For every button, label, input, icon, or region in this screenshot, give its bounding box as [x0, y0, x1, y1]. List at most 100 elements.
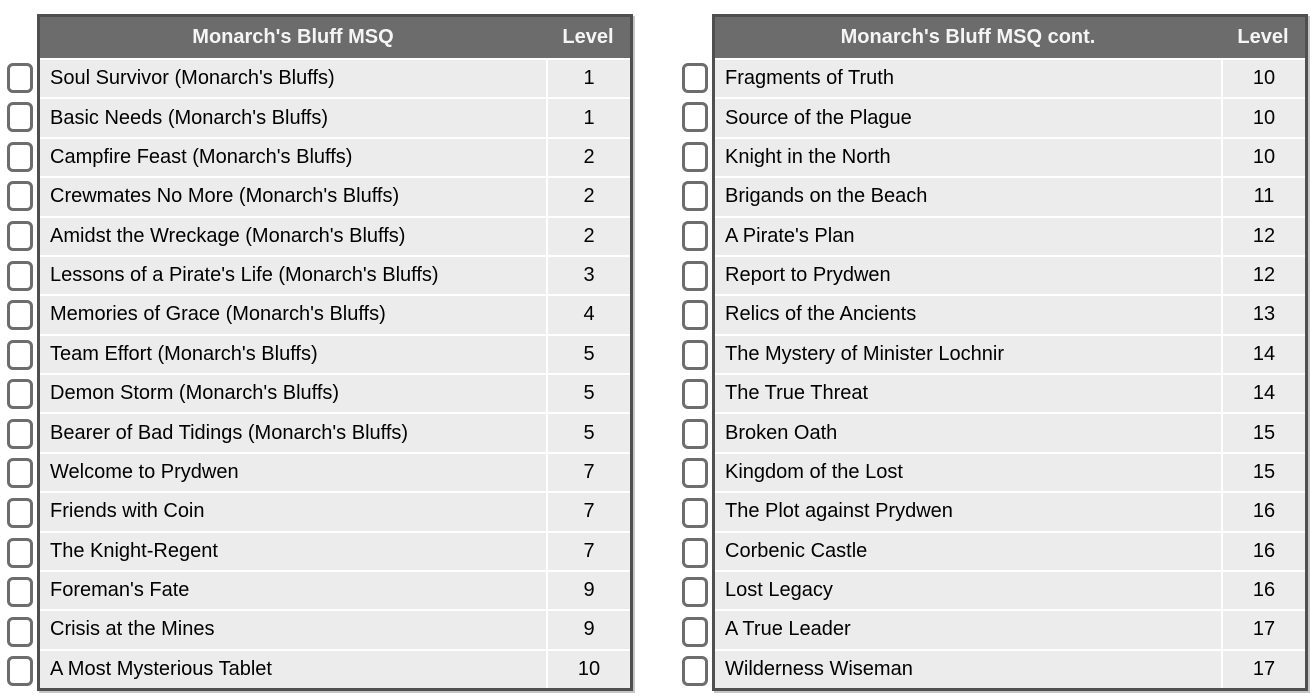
quest-checkbox[interactable]	[682, 418, 708, 449]
quest-checkbox[interactable]	[682, 102, 708, 133]
quest-name: Foreman's Fate	[50, 579, 190, 602]
quest-checkbox[interactable]	[7, 418, 33, 449]
quest-level: 4	[546, 296, 630, 334]
quest-checkbox[interactable]	[682, 339, 708, 370]
quest-checkbox[interactable]	[682, 537, 708, 568]
checkbox-slot	[7, 651, 33, 691]
level-column-header: Level	[562, 26, 614, 48]
quest-name: Amidst the Wreckage (Monarch's Bluffs)	[50, 224, 406, 247]
checkbox-slot	[7, 414, 33, 454]
quest-level: 17	[1221, 650, 1305, 688]
quest-row: Wilderness Wiseman 17	[715, 648, 1305, 688]
quest-level: 14	[1221, 375, 1305, 413]
quest-checkbox[interactable]	[7, 458, 33, 489]
quest-level: 9	[546, 571, 630, 610]
quest-row: Kingdom of the Lost 15	[715, 451, 1305, 492]
checkbox-slot	[682, 572, 708, 612]
quest-level: 17	[1221, 611, 1305, 649]
checkbox-slot	[682, 256, 708, 296]
quest-name: A Most Mysterious Tablet	[50, 657, 272, 680]
quest-checkbox[interactable]	[7, 656, 33, 687]
quest-row: Relics of the Ancients 13	[715, 294, 1305, 334]
quest-checkbox[interactable]	[682, 577, 708, 608]
quest-checkbox[interactable]	[682, 379, 708, 410]
quest-checkbox[interactable]	[682, 616, 708, 647]
quest-name: The Mystery of Minister Lochnir	[725, 342, 1004, 365]
quest-row: Demon Storm (Monarch's Bluffs) 5	[40, 373, 630, 413]
quest-checkbox[interactable]	[7, 141, 33, 172]
quest-name: The Knight-Regent	[50, 539, 218, 562]
quest-row: Report to Prydwen 12	[715, 254, 1305, 295]
quest-checkbox[interactable]	[7, 577, 33, 608]
msq-checklist-panel-1: Monarch's Bluff MSQ Level Soul Survivor …	[7, 14, 633, 691]
checkbox-slot	[7, 295, 33, 335]
quest-checkbox[interactable]	[7, 181, 33, 212]
quest-checkbox[interactable]	[682, 458, 708, 489]
quest-level: 12	[1221, 217, 1305, 255]
checkbox-slot	[682, 454, 708, 494]
quest-level: 15	[1221, 414, 1305, 452]
quest-name: The Plot against Prydwen	[725, 500, 953, 523]
quest-row: A True Leader 17	[715, 609, 1305, 649]
quest-name: Soul Survivor (Monarch's Bluffs)	[50, 67, 335, 90]
quest-name: Bearer of Bad Tidings (Monarch's Bluffs)	[50, 421, 409, 444]
quest-checkbox[interactable]	[7, 300, 33, 331]
checkbox-slot	[7, 493, 33, 533]
quest-name: Brigands on the Beach	[725, 185, 928, 208]
quest-name: Demon Storm (Monarch's Bluffs)	[50, 382, 340, 405]
quest-level: 16	[1221, 571, 1305, 610]
quest-checkbox[interactable]	[7, 537, 33, 568]
quest-checkbox[interactable]	[682, 656, 708, 687]
quest-checkbox[interactable]	[682, 62, 708, 93]
checkbox-column	[682, 14, 708, 691]
quest-checkbox[interactable]	[7, 379, 33, 410]
quest-level: 14	[1221, 335, 1305, 373]
quest-checkbox[interactable]	[7, 339, 33, 370]
quest-checkbox[interactable]	[682, 141, 708, 172]
quest-level: 13	[1221, 296, 1305, 334]
quest-name: Campfire Feast (Monarch's Bluffs)	[50, 145, 353, 168]
quest-name: A True Leader	[725, 618, 851, 641]
quest-name: Fragments of Truth	[725, 67, 894, 90]
quest-checkbox[interactable]	[7, 260, 33, 291]
quest-level: 10	[1221, 60, 1305, 98]
quest-name: Report to Prydwen	[725, 264, 891, 287]
quest-row: The Plot against Prydwen 16	[715, 491, 1305, 531]
quest-row: Campfire Feast (Monarch's Bluffs) 2	[40, 136, 630, 177]
quest-checkbox[interactable]	[682, 497, 708, 528]
checkbox-slot	[682, 98, 708, 138]
quest-name: Team Effort (Monarch's Bluffs)	[50, 342, 318, 365]
table-header-row: Monarch's Bluff MSQ cont. Level	[715, 17, 1305, 58]
quest-table: Monarch's Bluff MSQ Level Soul Survivor …	[37, 14, 633, 691]
quest-level: 5	[546, 335, 630, 373]
quest-checkbox[interactable]	[7, 102, 33, 133]
quest-level: 12	[1221, 256, 1305, 295]
checkbox-column	[7, 14, 33, 691]
quest-row: Soul Survivor (Monarch's Bluffs) 1	[40, 58, 630, 98]
checkbox-slot	[682, 493, 708, 533]
quest-row: Lost Legacy 16	[715, 569, 1305, 610]
quest-row: Brigands on the Beach 11	[715, 176, 1305, 216]
quest-level: 2	[546, 217, 630, 255]
quest-level: 2	[546, 178, 630, 216]
quest-checkbox[interactable]	[7, 497, 33, 528]
quest-level: 2	[546, 138, 630, 177]
quest-row: Crewmates No More (Monarch's Bluffs) 2	[40, 176, 630, 216]
quest-checkbox[interactable]	[682, 300, 708, 331]
checkbox-slot	[682, 58, 708, 98]
checkbox-slot	[7, 177, 33, 217]
quest-checkbox[interactable]	[7, 616, 33, 647]
quest-checkbox[interactable]	[682, 221, 708, 252]
quest-level: 10	[1221, 138, 1305, 177]
quest-level: 10	[546, 650, 630, 688]
quest-level: 1	[546, 60, 630, 98]
quest-level: 5	[546, 414, 630, 452]
quest-level: 11	[1221, 178, 1305, 216]
quest-checkbox[interactable]	[7, 221, 33, 252]
quest-name: Corbenic Castle	[725, 539, 868, 562]
quest-row: The True Threat 14	[715, 373, 1305, 413]
quest-checkbox[interactable]	[682, 260, 708, 291]
quest-level: 3	[546, 256, 630, 295]
quest-checkbox[interactable]	[7, 62, 33, 93]
quest-checkbox[interactable]	[682, 181, 708, 212]
